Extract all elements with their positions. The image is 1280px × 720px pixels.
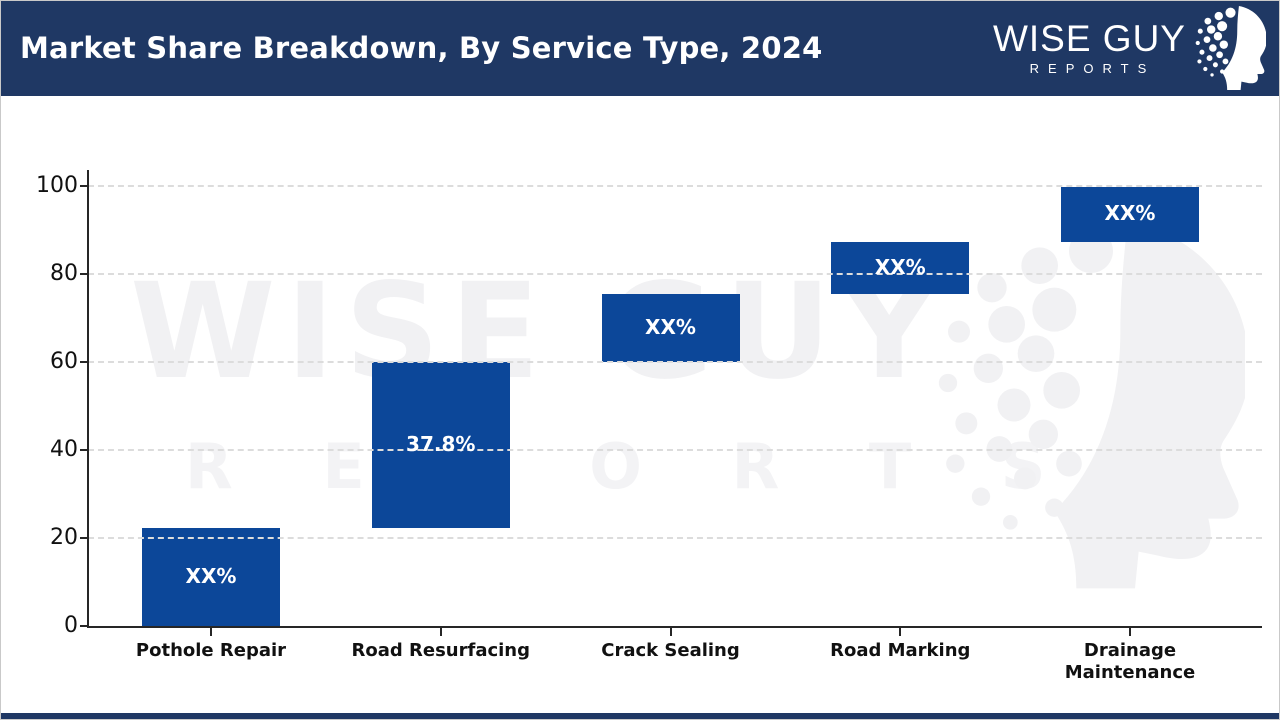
brand-name: WISE GUY bbox=[992, 18, 1186, 59]
x-category-label-line: Drainage bbox=[1083, 640, 1177, 661]
x-category-label: Drainage Maintenance bbox=[1035, 640, 1225, 684]
bar-segment bbox=[831, 241, 970, 294]
y-tick-100 bbox=[80, 185, 88, 187]
head-silhouette-icon bbox=[1195, 6, 1266, 90]
bar-segment bbox=[371, 361, 510, 528]
x-category-label: Road Marking bbox=[805, 640, 995, 662]
x-tick bbox=[210, 628, 212, 636]
bar-segment bbox=[1061, 186, 1199, 242]
brand-subname: REPORTS bbox=[1029, 61, 1156, 76]
gridline-80 bbox=[88, 273, 1262, 275]
x-category-label: Road Resurfacing bbox=[346, 640, 536, 662]
x-category-label: Pothole Repair bbox=[116, 640, 306, 662]
x-axis-spine bbox=[87, 626, 1262, 628]
brand-logo: WISE GUY REPORTS bbox=[993, 6, 1280, 90]
gridline-20 bbox=[88, 537, 1262, 539]
y-tick-label-20: 20 bbox=[50, 525, 78, 550]
gridline-40 bbox=[88, 449, 1262, 451]
watermark-text-1: WISE GUY bbox=[130, 255, 948, 409]
gridline-100 bbox=[88, 185, 1262, 187]
bar-segment bbox=[601, 293, 740, 362]
y-tick-20 bbox=[80, 537, 88, 539]
x-tick bbox=[439, 628, 442, 636]
bar-value-label: 37.8% bbox=[406, 431, 476, 456]
y-tick-label-40: 40 bbox=[50, 437, 78, 462]
y-tick-0 bbox=[80, 625, 88, 627]
x-category-label-line: Road Resurfacing bbox=[351, 640, 530, 661]
watermark-text-2: R E P O R T S bbox=[185, 430, 1080, 503]
y-tick-40 bbox=[80, 449, 88, 451]
x-tick bbox=[899, 628, 902, 636]
bar-value-label: XX% bbox=[185, 563, 237, 588]
x-tick bbox=[1129, 628, 1131, 636]
brand-logo-text: WISE GUY REPORTS bbox=[993, 20, 1186, 76]
y-axis-spine bbox=[87, 170, 89, 628]
gridline-60 bbox=[88, 361, 1262, 363]
y-tick-label-60: 60 bbox=[50, 349, 78, 374]
x-category-label-line: Crack Sealing bbox=[601, 640, 740, 661]
y-tick-80 bbox=[80, 273, 88, 275]
y-tick-label-100: 100 bbox=[36, 173, 78, 198]
footer-band bbox=[0, 713, 1280, 720]
x-category-label-line: Road Marking bbox=[830, 640, 971, 661]
bar-value-label: XX% bbox=[874, 254, 926, 279]
page-title: Market Share Breakdown, By Service Type,… bbox=[20, 31, 823, 65]
x-tick bbox=[669, 628, 672, 636]
bar-value-label: XX% bbox=[1104, 201, 1156, 226]
x-category-label-line: Pothole Repair bbox=[135, 640, 287, 661]
x-category-label-line: Maintenance bbox=[1064, 662, 1196, 683]
y-tick-label-0: 0 bbox=[64, 613, 78, 638]
y-tick-60 bbox=[80, 361, 88, 363]
y-tick-label-80: 80 bbox=[50, 261, 78, 286]
header-band: Market Share Breakdown, By Service Type,… bbox=[0, 0, 1280, 96]
x-category-label: Crack Sealing bbox=[576, 640, 766, 662]
bar-segment bbox=[142, 527, 280, 626]
bar-value-label: XX% bbox=[645, 314, 696, 339]
